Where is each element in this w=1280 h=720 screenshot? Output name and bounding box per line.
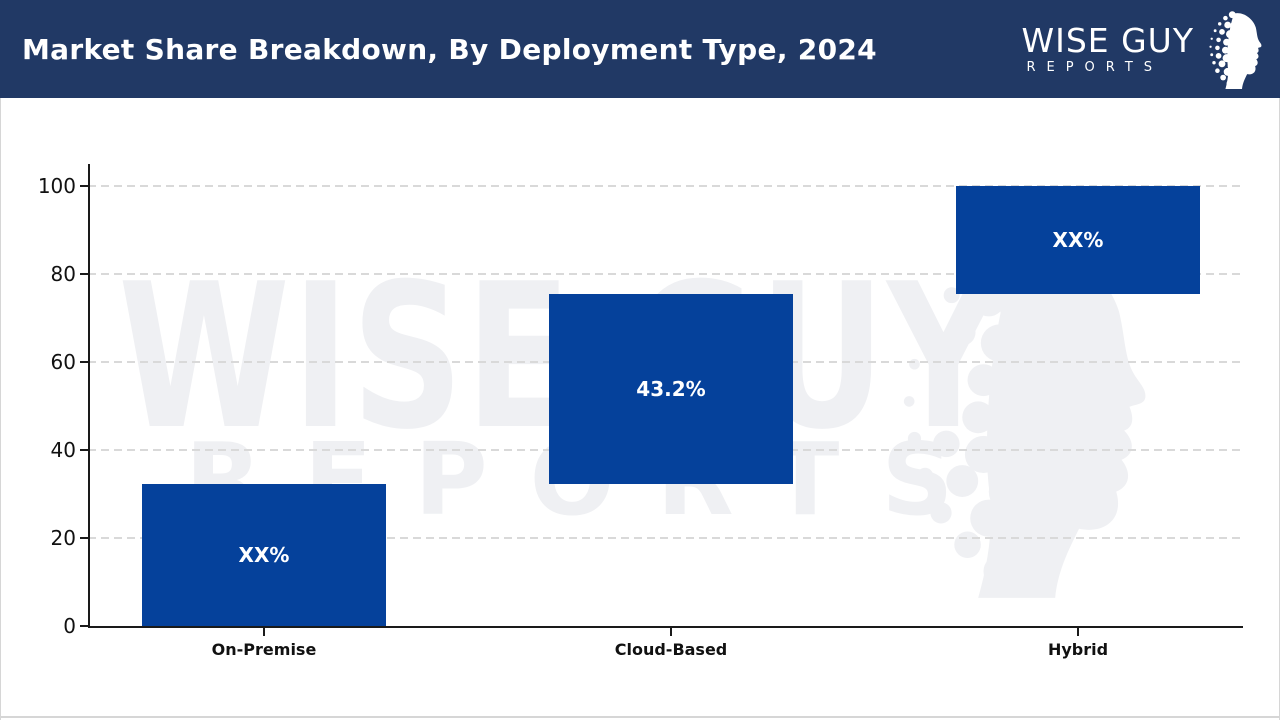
y-tick-label: 0 bbox=[63, 614, 76, 638]
y-gridline bbox=[88, 537, 1243, 539]
y-tick bbox=[80, 361, 88, 363]
y-tick bbox=[80, 273, 88, 275]
y-tick bbox=[80, 625, 88, 627]
bar-value-label: XX% bbox=[238, 542, 290, 567]
y-tick-label: 80 bbox=[50, 262, 76, 286]
y-gridline bbox=[88, 185, 1243, 187]
x-tick bbox=[263, 628, 265, 636]
x-tick bbox=[670, 628, 672, 636]
logo-subtext: REPORTS bbox=[1026, 60, 1164, 75]
x-axis-spine bbox=[88, 626, 1243, 628]
y-tick bbox=[80, 449, 88, 451]
y-tick bbox=[80, 185, 88, 187]
canvas-bottom-border bbox=[0, 716, 1280, 718]
brand-logo-text: WISE GUY REPORTS bbox=[1021, 24, 1194, 74]
x-axis-label: On-Premise bbox=[211, 640, 317, 659]
header: Market Share Breakdown, By Deployment Ty… bbox=[0, 0, 1280, 98]
bar: 43.2% bbox=[549, 293, 793, 484]
y-tick-label: 20 bbox=[50, 526, 76, 550]
y-tick-label: 100 bbox=[37, 174, 76, 198]
y-tick bbox=[80, 537, 88, 539]
bar-value-label: XX% bbox=[1052, 227, 1104, 252]
y-axis-spine bbox=[88, 164, 90, 628]
canvas-left-border bbox=[0, 98, 1, 720]
page-title: Market Share Breakdown, By Deployment Ty… bbox=[22, 32, 877, 66]
y-gridline bbox=[88, 273, 1243, 275]
brand-logo: WISE GUY REPORTS bbox=[1021, 9, 1266, 89]
wiseguy-head-icon bbox=[1209, 11, 1262, 89]
y-tick-label: 60 bbox=[50, 350, 76, 374]
x-tick bbox=[1077, 628, 1079, 636]
bar: XX% bbox=[956, 186, 1200, 294]
bar-value-label: 43.2% bbox=[636, 376, 706, 401]
x-axis-label: Hybrid bbox=[1047, 640, 1109, 659]
logo-wordmark: WISE GUY bbox=[1021, 21, 1194, 60]
y-tick-label: 40 bbox=[50, 438, 76, 462]
bar: XX% bbox=[142, 483, 386, 626]
x-axis-label: Cloud-Based bbox=[614, 640, 728, 659]
